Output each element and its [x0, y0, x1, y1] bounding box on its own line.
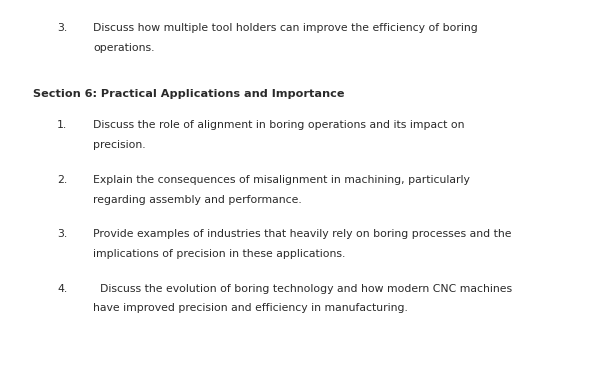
Text: operations.: operations. [93, 43, 155, 53]
Text: 3.: 3. [57, 23, 67, 33]
Text: 2.: 2. [57, 175, 67, 185]
Text: Discuss the role of alignment in boring operations and its impact on: Discuss the role of alignment in boring … [93, 120, 464, 130]
Text: Section 6: Practical Applications and Importance: Section 6: Practical Applications and Im… [33, 89, 344, 99]
Text: 4.: 4. [57, 283, 67, 294]
Text: precision.: precision. [93, 140, 146, 150]
Text: 3.: 3. [57, 229, 67, 239]
Text: implications of precision in these applications.: implications of precision in these appli… [93, 249, 346, 259]
Text: Provide examples of industries that heavily rely on boring processes and the: Provide examples of industries that heav… [93, 229, 511, 239]
Text: Explain the consequences of misalignment in machining, particularly: Explain the consequences of misalignment… [93, 175, 470, 185]
Text: have improved precision and efficiency in manufacturing.: have improved precision and efficiency i… [93, 303, 408, 314]
Text: 1.: 1. [57, 120, 67, 130]
Text: regarding assembly and performance.: regarding assembly and performance. [93, 194, 302, 204]
Text: Discuss how multiple tool holders can improve the efficiency of boring: Discuss how multiple tool holders can im… [93, 23, 478, 33]
Text: Discuss the evolution of boring technology and how modern CNC machines: Discuss the evolution of boring technolo… [93, 283, 512, 294]
